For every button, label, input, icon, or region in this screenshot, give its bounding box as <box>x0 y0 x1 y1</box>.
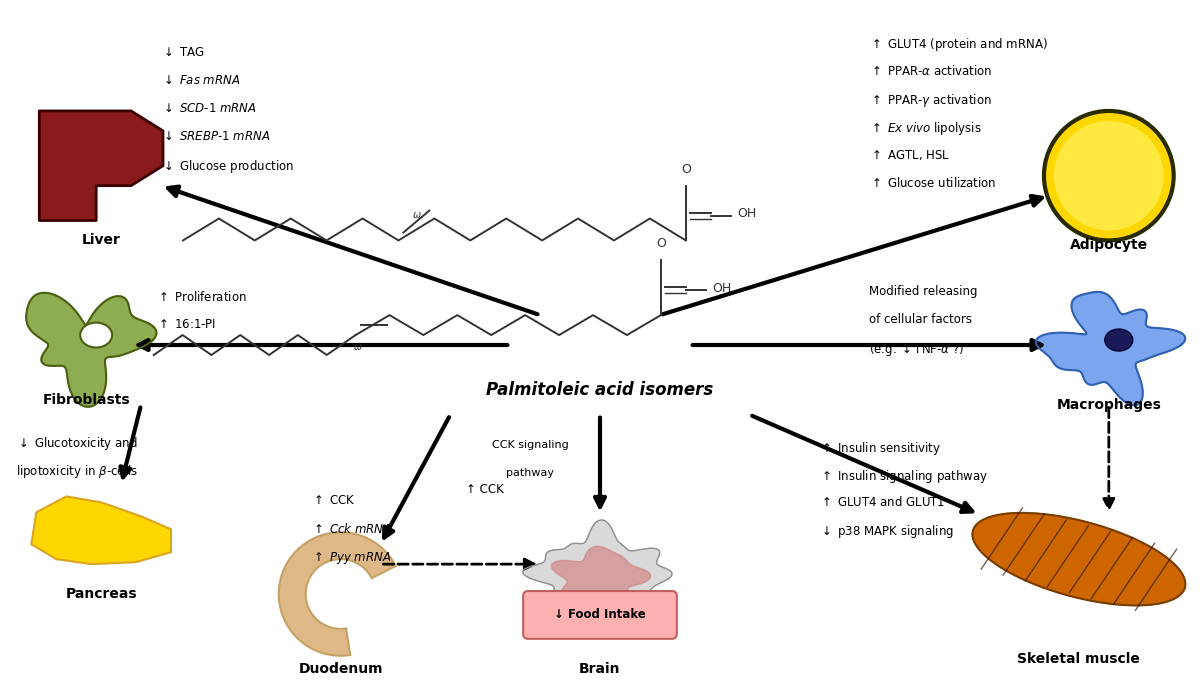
Text: $\downarrow$ $\it{Fas}$ $\it{mRNA}$: $\downarrow$ $\it{Fas}$ $\it{mRNA}$ <box>161 74 241 87</box>
Polygon shape <box>523 520 672 625</box>
Polygon shape <box>26 293 156 407</box>
Text: of cellular factors: of cellular factors <box>869 313 972 326</box>
Text: $\downarrow$ Glucose production: $\downarrow$ Glucose production <box>161 158 294 174</box>
Text: $\downarrow$ $\it{SCD}$-$\it{1}$ $\it{mRNA}$: $\downarrow$ $\it{SCD}$-$\it{1}$ $\it{mR… <box>161 102 257 115</box>
Text: $\uparrow$ Glucose utilization: $\uparrow$ Glucose utilization <box>869 176 997 190</box>
Polygon shape <box>31 496 170 564</box>
Text: Fibroblasts: Fibroblasts <box>42 393 130 407</box>
Text: $\omega$: $\omega$ <box>353 342 362 352</box>
Text: $\uparrow$ Insulin signaling pathway: $\uparrow$ Insulin signaling pathway <box>820 468 989 484</box>
Text: O: O <box>656 238 666 250</box>
Text: $\uparrow$ 16:1-PI: $\uparrow$ 16:1-PI <box>156 318 216 331</box>
Polygon shape <box>40 111 163 220</box>
Text: OH: OH <box>738 207 757 220</box>
Polygon shape <box>972 513 1186 605</box>
Text: $\downarrow$ TAG: $\downarrow$ TAG <box>161 46 204 59</box>
Text: Macrophages: Macrophages <box>1056 398 1162 411</box>
Text: $\uparrow$ PPAR-$\gamma$ activation: $\uparrow$ PPAR-$\gamma$ activation <box>869 92 992 109</box>
Text: $\uparrow$ GLUT4 (protein and mRNA): $\uparrow$ GLUT4 (protein and mRNA) <box>869 36 1048 54</box>
Text: $\uparrow$ $\it{Ex\ vivo}$ lipolysis: $\uparrow$ $\it{Ex\ vivo}$ lipolysis <box>869 120 982 137</box>
Text: (e.g. $\downarrow$TNF-$\alpha$ ?): (e.g. $\downarrow$TNF-$\alpha$ ?) <box>869 341 965 358</box>
Text: Modified releasing: Modified releasing <box>869 285 978 298</box>
Text: Liver: Liver <box>82 234 120 247</box>
Text: lipotoxicity in $\beta$-cells: lipotoxicity in $\beta$-cells <box>17 463 138 480</box>
Polygon shape <box>552 546 650 609</box>
Text: pathway: pathway <box>506 468 554 477</box>
Text: $\omega$: $\omega$ <box>412 209 421 220</box>
Text: Duodenum: Duodenum <box>299 662 383 676</box>
Text: $\uparrow$ GLUT4 and GLUT1: $\uparrow$ GLUT4 and GLUT1 <box>820 496 946 509</box>
Text: $\downarrow$ p38 MAPK signaling: $\downarrow$ p38 MAPK signaling <box>820 523 954 540</box>
Text: $\uparrow$ AGTL, HSL: $\uparrow$ AGTL, HSL <box>869 148 950 162</box>
FancyBboxPatch shape <box>523 591 677 639</box>
Text: CCK signaling: CCK signaling <box>492 440 569 450</box>
Polygon shape <box>278 532 396 656</box>
Text: Skeletal muscle: Skeletal muscle <box>1018 652 1140 666</box>
Text: Palmitoleic acid isomers: Palmitoleic acid isomers <box>486 381 714 399</box>
Text: $\uparrow$ Proliferation: $\uparrow$ Proliferation <box>156 291 247 304</box>
Text: $\uparrow$ $\it{Pyy}$ $\it{mRNA}$: $\uparrow$ $\it{Pyy}$ $\it{mRNA}$ <box>311 550 391 566</box>
Ellipse shape <box>1044 111 1174 240</box>
Ellipse shape <box>1105 329 1133 351</box>
Text: $\downarrow$ Glucotoxicity and: $\downarrow$ Glucotoxicity and <box>17 434 138 452</box>
Text: O: O <box>680 163 691 176</box>
Text: Adipocyte: Adipocyte <box>1069 238 1148 252</box>
Text: Brain: Brain <box>580 662 620 676</box>
Text: OH: OH <box>713 281 732 295</box>
Ellipse shape <box>80 322 112 348</box>
Text: ↓ Food Intake: ↓ Food Intake <box>554 608 646 621</box>
Text: $\uparrow$ Insulin sensitivity: $\uparrow$ Insulin sensitivity <box>820 440 941 457</box>
Text: $\uparrow$ $\it{Cck}$ $\it{mRNA}$: $\uparrow$ $\it{Cck}$ $\it{mRNA}$ <box>311 523 391 537</box>
Text: ↑ CCK: ↑ CCK <box>467 483 504 496</box>
Polygon shape <box>1036 292 1186 405</box>
Text: $\uparrow$ PPAR-$\alpha$ activation: $\uparrow$ PPAR-$\alpha$ activation <box>869 64 992 78</box>
Text: Pancreas: Pancreas <box>65 587 137 601</box>
Text: $\downarrow$ $\it{SREBP}$-$\it{1}$ $\it{mRNA}$: $\downarrow$ $\it{SREBP}$-$\it{1}$ $\it{… <box>161 130 270 143</box>
Text: $\uparrow$ CCK: $\uparrow$ CCK <box>311 494 355 507</box>
Ellipse shape <box>1054 121 1164 231</box>
